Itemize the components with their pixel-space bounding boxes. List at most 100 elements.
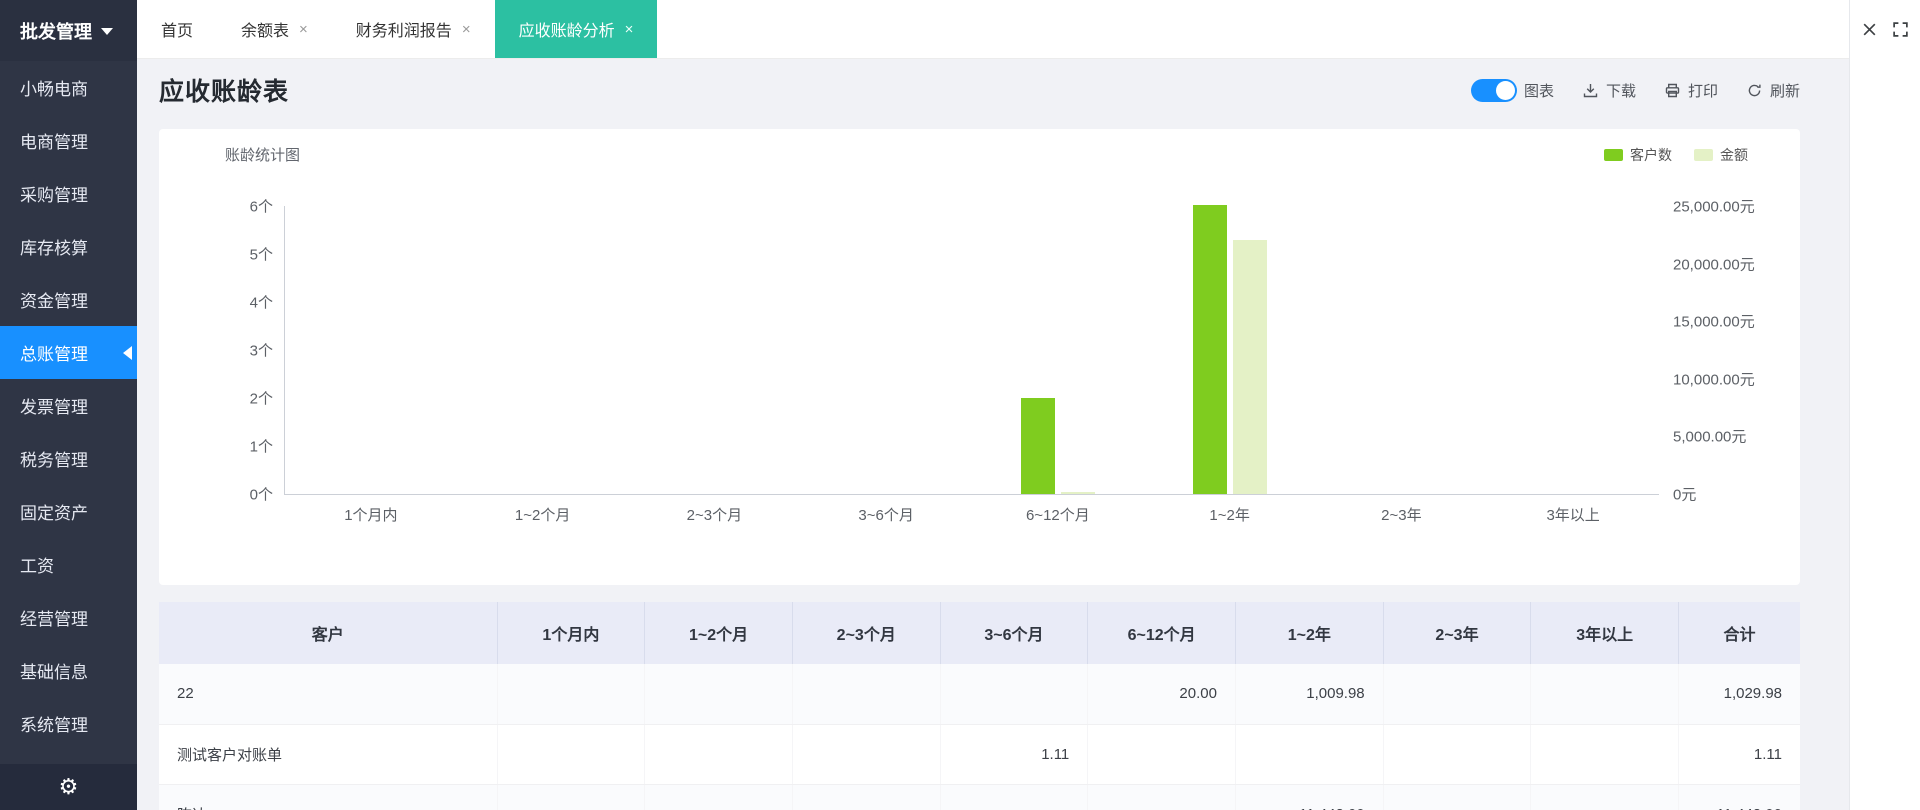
column-header: 1~2年: [1235, 602, 1384, 664]
axis-tick-label: 5个: [249, 246, 273, 264]
bar-客户数: [1020, 398, 1055, 494]
chart-category-cell: [629, 206, 801, 494]
bar-金额: [1232, 240, 1267, 494]
chart-card: 账龄统计图 客户数 金额 1个月内 1~2个月 2~3个月 3~6个月 6~12个月 1~2…: [159, 129, 1800, 585]
legend-label: 客户数: [1630, 147, 1672, 163]
sidebar-footer: ⚙: [0, 764, 137, 810]
column-header: 2~3个月: [792, 602, 941, 664]
sidebar-item[interactable]: 基础信息: [20, 663, 88, 682]
chart-title: 账龄统计图: [225, 147, 301, 164]
chart-category-cell: [457, 206, 629, 494]
aging-table-card: 客户 1个月内 1~2个月 2~3个月 3~6个月 6~12个月 1~2年 2~3年 3年以上合…: [159, 602, 1800, 810]
sidebar-header-menu[interactable]: 批发管理: [0, 0, 137, 61]
print-label: 打印: [1687, 82, 1718, 100]
amount-cell: [497, 664, 646, 725]
sidebar-item[interactable]: 工资: [20, 557, 54, 576]
amount-cell: [940, 664, 1089, 725]
chart-category-cell: [972, 206, 1144, 494]
axis-tick-label: 2个: [249, 390, 273, 408]
amount-cell: [1087, 724, 1236, 785]
print-button[interactable]: 打印: [1664, 80, 1718, 101]
amount-cell: [1087, 784, 1236, 810]
amount-cell: [1530, 724, 1680, 785]
category-label: 3~6个月: [858, 507, 914, 524]
category-label: 1~2个月: [514, 507, 571, 524]
column-header: 2~3年: [1383, 602, 1532, 664]
tab-close-icon[interactable]: ×: [461, 20, 471, 38]
tab-余额表[interactable]: 余额表 ×: [217, 0, 332, 58]
sidebar-item[interactable]: 库存核算: [20, 239, 88, 258]
legend-item[interactable]: 客户数: [1604, 145, 1672, 165]
chart-toggle-group: 图表: [1470, 78, 1554, 102]
sidebar-header-label: 批发管理: [20, 21, 92, 42]
bar-客户数: [1192, 205, 1227, 494]
sidebar-item[interactable]: 采购管理: [20, 186, 88, 205]
chart-category-cell: [800, 206, 972, 494]
legend-item[interactable]: 金额: [1694, 145, 1748, 165]
category-label: 1个月内: [344, 507, 398, 524]
axis-tick-label: 0元: [1673, 486, 1697, 504]
close-icon[interactable]: [1861, 21, 1878, 38]
tab-应收账龄分析[interactable]: 应收账龄分析 ×: [494, 0, 658, 58]
caret-down-icon: [101, 28, 113, 35]
download-button[interactable]: 下载: [1582, 80, 1636, 101]
amount-cell: [792, 784, 941, 810]
sidebar-item[interactable]: 发票管理: [20, 398, 88, 417]
column-header: 6~12个月: [1087, 602, 1236, 664]
content-area: 应收账龄表 图表 下载 打印: [137, 59, 1849, 810]
sidebar-item[interactable]: 总账管理: [0, 326, 137, 379]
category-label: 1~2年: [1209, 507, 1250, 524]
tab-首页[interactable]: 首页: [137, 0, 217, 58]
sidebar-item[interactable]: 资金管理: [20, 292, 88, 311]
legend-label: 金额: [1720, 147, 1748, 163]
amount-cell: 1,009.98: [1235, 664, 1384, 725]
tab-bar: 首页 余额表 × 财务利润报告 × 应收账龄分析 ×: [137, 0, 1849, 59]
right-rail: [1849, 0, 1920, 810]
tab-label: 余额表: [241, 23, 290, 40]
gear-icon[interactable]: ⚙: [58, 774, 79, 799]
table-row: 22 20.00 1,009.98 1,029.98: [159, 664, 1800, 725]
tab-close-icon[interactable]: ×: [299, 20, 308, 38]
sidebar: 批发管理 小畅电商电商管理采购管理库存核算资金管理总账管理发票管理税务管理固定资…: [0, 0, 137, 810]
table-row: 陈达 11,442.00 11,442.00: [159, 784, 1800, 810]
sidebar-item[interactable]: 电商管理: [20, 133, 88, 152]
axis-tick-label: 1个: [249, 438, 273, 456]
table-body: 2220.001,009.981,029.98测试客户对账单1.111.11陈达…: [159, 664, 1800, 810]
amount-cell: 20.00: [1087, 664, 1236, 725]
amount-cell: 1.11: [940, 724, 1089, 785]
tab-close-icon[interactable]: ×: [624, 20, 634, 38]
sidebar-item[interactable]: 小畅电商: [20, 80, 88, 99]
amount-cell: [792, 724, 941, 785]
column-header: 3年以上: [1530, 602, 1680, 664]
refresh-button[interactable]: 刷新: [1746, 80, 1800, 101]
amount-cell: [1235, 724, 1384, 785]
print-icon: [1665, 83, 1680, 97]
axis-tick-label: 20,000.00元: [1673, 256, 1755, 274]
sidebar-item[interactable]: 系统管理: [20, 716, 88, 735]
chart-plot-area: 1个月内 1~2个月 2~3个月 3~6个月 6~12个月 1~2年 2~3年 3年以上 0个…: [250, 199, 1755, 525]
legend-swatch: [1604, 149, 1623, 161]
chart-legend: 客户数 金额: [1604, 145, 1748, 165]
amount-cell: [1530, 784, 1680, 810]
fullscreen-icon[interactable]: [1892, 21, 1909, 38]
sidebar-nav: 小畅电商电商管理采购管理库存核算资金管理总账管理发票管理税务管理固定资产工资经营…: [0, 61, 137, 764]
chart-category-cell: [1144, 205, 1316, 494]
amount-cell: 11,442.00: [1235, 784, 1384, 810]
sidebar-item[interactable]: 税务管理: [20, 451, 88, 470]
sidebar-item[interactable]: 固定资产: [20, 504, 88, 523]
chart-category-cell: [1316, 206, 1488, 494]
sidebar-item[interactable]: 经营管理: [20, 610, 88, 629]
tab-财务利润报告[interactable]: 财务利润报告 ×: [332, 0, 495, 58]
amount-cell: [497, 784, 646, 810]
axis-tick-label: 5,000.00元: [1673, 428, 1747, 446]
chart-toggle-switch[interactable]: [1470, 78, 1517, 102]
column-header: 1个月内: [497, 602, 646, 664]
tab-label: 首页: [161, 23, 194, 40]
axis-tick-label: 25,000.00元: [1673, 198, 1755, 216]
axis-tick-label: 6个: [249, 198, 273, 216]
column-header: 1~2个月: [644, 602, 793, 664]
toggle-knob: [1495, 80, 1515, 100]
chart-category-cell: [285, 206, 457, 494]
axis-tick-label: 4个: [249, 294, 273, 312]
amount-cell: [1383, 724, 1532, 785]
